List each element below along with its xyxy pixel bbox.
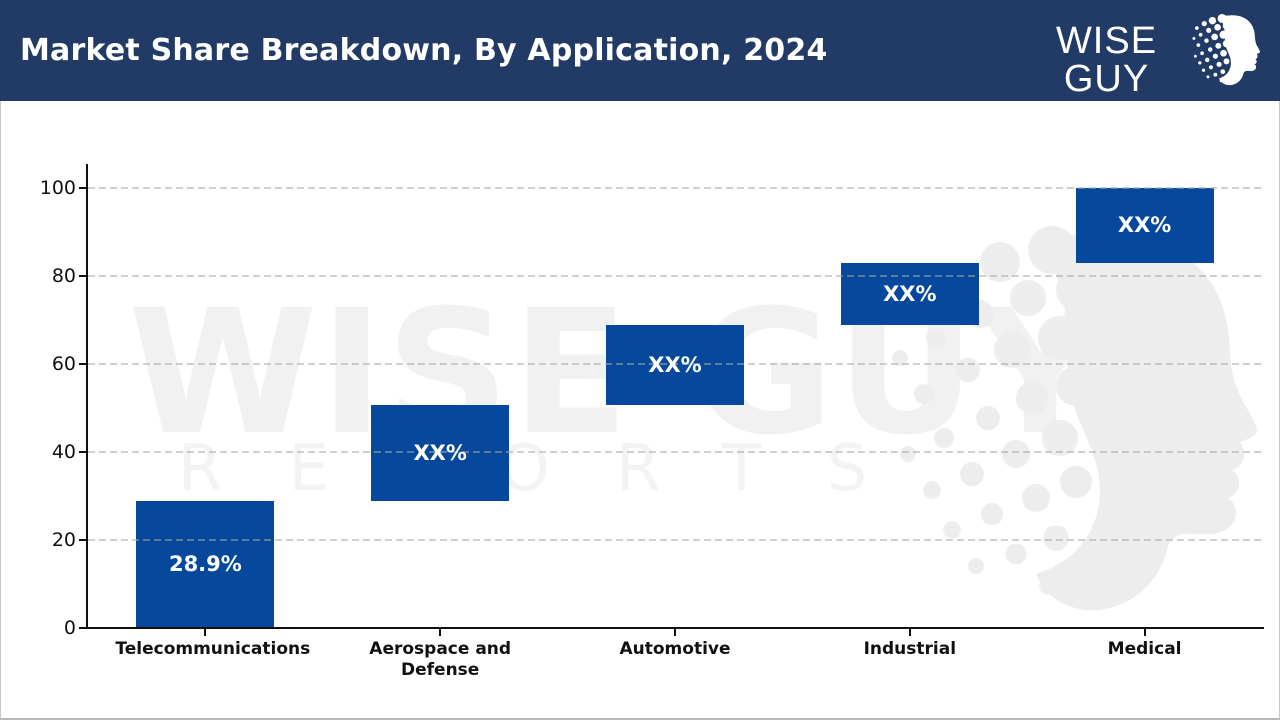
y-tick-mark xyxy=(79,363,88,365)
bar-medical xyxy=(1075,188,1214,263)
x-axis-label: Automotive xyxy=(619,639,731,659)
page-title: Market Share Breakdown, By Application, … xyxy=(20,33,828,68)
y-tick-mark xyxy=(79,275,88,277)
wiseguy-face-icon xyxy=(1192,14,1260,86)
y-tick-mark xyxy=(79,451,88,453)
x-axis-label: Medical xyxy=(1107,639,1182,659)
bar-value-label: XX% xyxy=(648,353,702,378)
plot-area: 28.9% XX% XX% XX% XX% xyxy=(88,166,1262,628)
x-axis-label: Industrial xyxy=(863,639,957,659)
gridline-y80 xyxy=(88,275,1262,277)
y-tick-label: 100 xyxy=(39,177,76,199)
y-tick-label: 0 xyxy=(63,617,76,639)
gridline-y20 xyxy=(88,539,1262,541)
bar-automotive xyxy=(606,325,744,406)
y-tick-label: 20 xyxy=(51,529,76,551)
y-axis-spine xyxy=(86,164,88,629)
x-axis-spine xyxy=(86,627,1264,629)
watermark-face-icon xyxy=(892,226,1258,611)
x-tick-mark xyxy=(674,629,676,636)
x-tick-mark xyxy=(204,629,207,636)
y-tick-label: 60 xyxy=(51,353,76,375)
wiseguy-logo-subtitle: REPORTS xyxy=(1042,101,1182,116)
y-tick-mark xyxy=(79,627,88,629)
bar-value-label: XX% xyxy=(1117,213,1172,238)
y-tick-mark xyxy=(79,187,88,189)
x-axis-label: Aerospace and Defense xyxy=(369,639,512,680)
y-tick-label: 80 xyxy=(51,265,76,287)
x-tick-mark xyxy=(908,629,911,636)
y-tick-label: 40 xyxy=(51,441,76,463)
watermark-subtitle: REPORTS xyxy=(178,432,934,506)
gridline-y40 xyxy=(88,451,1262,453)
bar-industrial xyxy=(840,262,979,326)
bar-aerospace-and-defense xyxy=(371,405,510,501)
bar-value-label: XX% xyxy=(413,441,467,466)
wiseguy-logo: WISE GUY REPORTS xyxy=(1023,0,1268,116)
header-bar: Market Share Breakdown, By Application, … xyxy=(0,0,1280,116)
x-tick-mark xyxy=(1143,629,1146,636)
wiseguy-logo-wordmark: WISE GUY xyxy=(1055,20,1158,100)
bar-telecommunications xyxy=(136,500,275,628)
gridline-y100 xyxy=(88,187,1262,189)
bar-value-label: 28.9% xyxy=(168,552,242,577)
bar-value-label: XX% xyxy=(883,282,937,307)
wiseguy-logo-text: WISE GUY REPORTS xyxy=(1023,22,1190,116)
y-tick-mark xyxy=(79,539,88,541)
gridline-y60 xyxy=(88,363,1262,365)
x-axis-label: Telecommunications xyxy=(115,639,311,659)
x-tick-mark xyxy=(439,629,442,636)
